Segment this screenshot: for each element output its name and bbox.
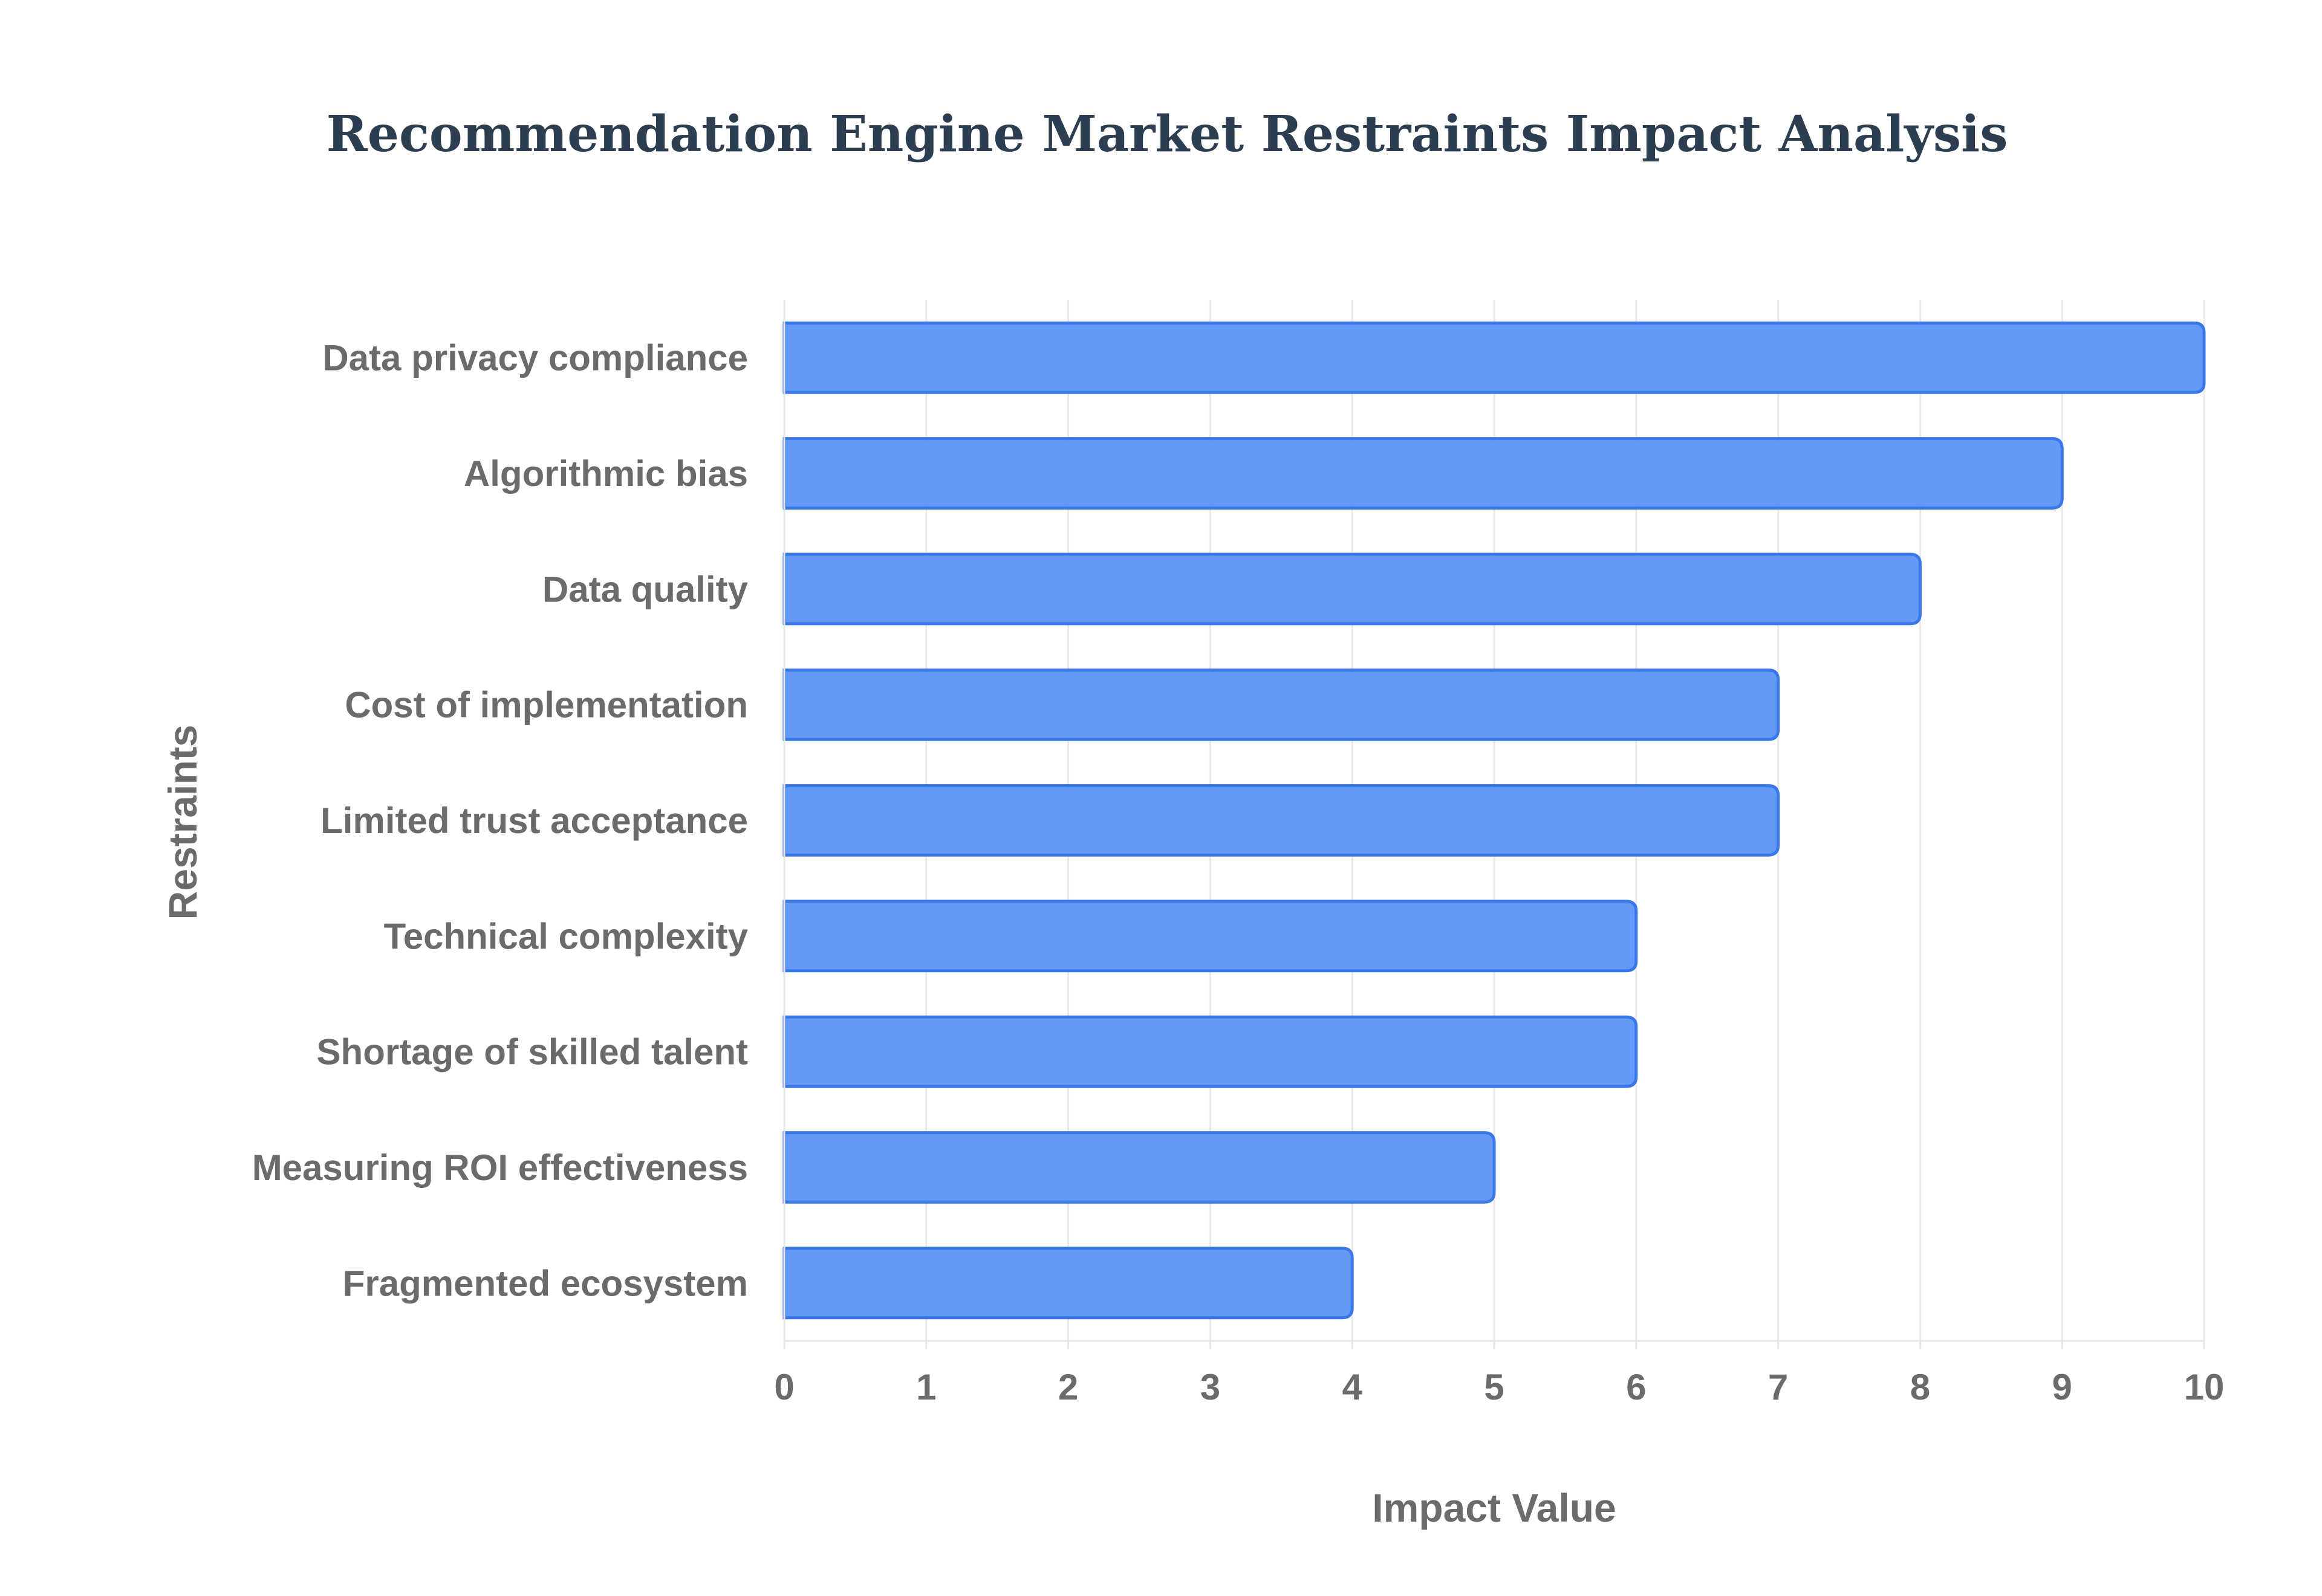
y-tick-label: Data quality [542, 569, 749, 609]
chart-title: Recommendation Engine Market Restraints … [327, 105, 2008, 163]
x-tick-labels: 0 1 2 3 4 5 6 7 8 9 10 [774, 1367, 2224, 1407]
y-tick-label: Cost of implementation [345, 685, 748, 725]
x-tick-label: 4 [1342, 1367, 1363, 1407]
x-tick-label: 10 [2184, 1367, 2225, 1407]
y-tick-label: Algorithmic bias [464, 453, 748, 494]
x-tick-label: 0 [774, 1367, 794, 1407]
y-tick-label: Fragmented ecosystem [343, 1263, 748, 1303]
x-tick-label: 8 [1910, 1367, 1930, 1407]
x-tick-label: 7 [1768, 1367, 1788, 1407]
x-tick-label: 9 [2052, 1367, 2072, 1407]
y-tick-label: Technical complexity [384, 916, 749, 956]
x-axis-title: Impact Value [1372, 1485, 1616, 1530]
bar[interactable] [782, 668, 1780, 741]
x-tick-label: 5 [1484, 1367, 1504, 1407]
x-tick-label: 3 [1200, 1367, 1220, 1407]
bar[interactable] [782, 321, 2206, 394]
y-axis-title: Restraints [160, 725, 205, 920]
y-tick-labels: Data privacy compliance Algorithmic bias D… [252, 338, 749, 1304]
y-tick-label: Limited trust acceptance [320, 800, 748, 841]
y-tick-label: Measuring ROI effectiveness [252, 1147, 748, 1188]
x-tick-label: 1 [916, 1367, 936, 1407]
bar[interactable] [782, 553, 1922, 626]
y-tick-label: Data privacy compliance [322, 338, 748, 378]
bar[interactable] [782, 1131, 1496, 1204]
y-tick-label: Shortage of skilled talent [317, 1032, 748, 1072]
bar[interactable] [782, 900, 1638, 973]
bar[interactable] [782, 1247, 1354, 1320]
bar[interactable] [782, 437, 2064, 510]
bar[interactable] [782, 1015, 1638, 1088]
bar-layer [782, 300, 2206, 1341]
bar[interactable] [782, 784, 1780, 857]
x-tick-label: 6 [1626, 1367, 1646, 1407]
x-tick-label: 2 [1058, 1367, 1078, 1407]
